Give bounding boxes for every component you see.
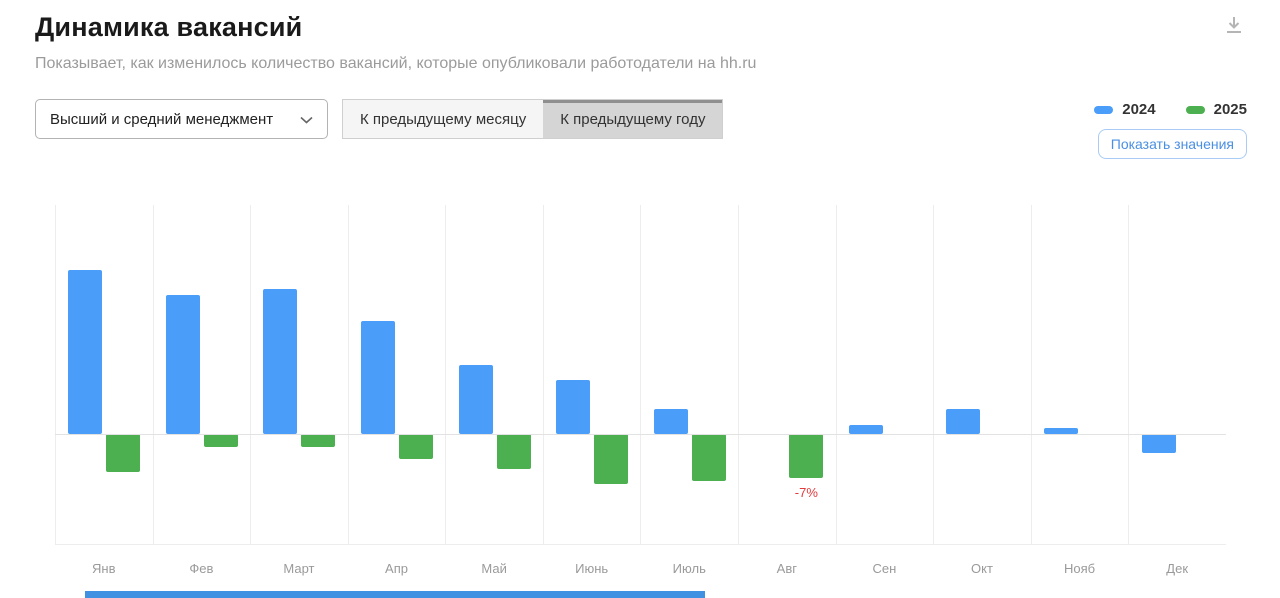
bar-2025-Май[interactable] [496, 434, 531, 469]
chart-column-Янв [55, 205, 153, 544]
chart-column-Окт [933, 205, 1031, 544]
download-button[interactable] [1221, 14, 1247, 40]
legend-label-2025: 2025 [1213, 101, 1247, 118]
bar-value-annotation: -7% [794, 485, 818, 501]
legend-item-2024[interactable]: 2024 [1094, 101, 1156, 118]
chart-column-Июль [640, 205, 738, 544]
tab-previous-year[interactable]: К предыдущему году [543, 100, 723, 138]
bar-2024-Фев[interactable] [165, 295, 200, 434]
month-label-Апр: Апр [385, 561, 408, 576]
bar-2024-Янв[interactable] [68, 270, 103, 434]
legend-swatch-2025 [1185, 105, 1205, 114]
legend: 2024 2025 [1094, 101, 1247, 118]
bar-2025-Янв[interactable] [106, 434, 141, 472]
month-label-Нояб: Нояб [1064, 561, 1096, 576]
bar-2025-Март[interactable] [301, 434, 336, 447]
chart-column-Авг: -7% [738, 205, 836, 544]
chart-column-Июнь [542, 205, 641, 544]
controls-row: Высший и средний менеджмент К предыдущем… [35, 99, 1247, 159]
bar-2024-Окт[interactable] [946, 408, 981, 434]
bar-2025-Апр[interactable] [399, 434, 434, 460]
chart-column-Сен [835, 205, 934, 544]
page-subtitle: Показывает, как изменилось количество ва… [35, 55, 757, 72]
category-select[interactable]: Высший и средний менеджмент [35, 99, 328, 139]
bar-2024-Нояб[interactable] [1044, 427, 1079, 434]
bar-2024-Дек[interactable] [1141, 434, 1176, 453]
month-label-Авг: Авг [776, 561, 797, 576]
download-icon [1223, 14, 1245, 41]
month-label-Март: Март [283, 561, 315, 576]
month-label-Янв: Янв [92, 561, 116, 576]
header: Динамика вакансий Показывает, как измени… [35, 12, 1247, 73]
month-label-Фев: Фев [189, 561, 214, 576]
legend-item-2025[interactable]: 2025 [1185, 101, 1247, 118]
bar-2025-Фев[interactable] [203, 434, 238, 447]
vacancy-dynamics-chart: -7% Янв Фев Март Апр Май Июнь Июль Авг Сен Окт Ноя… [55, 205, 1226, 576]
legend-label-2024: 2024 [1122, 101, 1156, 118]
chart-plot: -7% [55, 205, 1226, 545]
page-title: Динамика вакансий [35, 12, 303, 42]
comparison-mode-tabs: К предыдущему месяцу К предыдущему году [342, 99, 724, 139]
month-label-Май: Май [481, 561, 507, 576]
legend-swatch-2024 [1094, 105, 1114, 114]
show-values-button[interactable]: Показать значения [1097, 129, 1247, 159]
month-label-Окт: Окт [971, 561, 993, 576]
month-label-Сен: Сен [872, 561, 897, 576]
month-label-Дек: Дек [1166, 561, 1189, 576]
chart-column-Нояб [1030, 205, 1129, 544]
next-section-partial-bar [85, 591, 705, 598]
bar-2024-Июль[interactable] [653, 408, 688, 434]
chart-column-Март [250, 205, 348, 544]
month-label-Июль: Июль [672, 561, 706, 576]
chevron-down-icon [300, 111, 313, 128]
bar-2024-Апр[interactable] [361, 320, 396, 434]
vacancy-dynamics-widget: Динамика вакансий Показывает, как измени… [35, 12, 1247, 576]
bar-2024-Сен[interactable] [848, 424, 883, 434]
month-label-Июнь: Июнь [575, 561, 609, 576]
bar-2024-Март[interactable] [263, 289, 298, 434]
bar-2025-Июнь[interactable] [594, 434, 629, 485]
chart-column-Май [445, 205, 543, 544]
bar-2025-Авг[interactable] [789, 434, 824, 479]
chart-column-Фев [152, 205, 251, 544]
chart-column-Апр [347, 205, 446, 544]
bar-2024-Май[interactable] [458, 364, 493, 434]
controls-right: 2024 2025 Показать значения [1094, 99, 1247, 159]
chart-month-labels: Янв Фев Март Апр Май Июнь Июль Авг Сен Окт Нояб Дек [55, 561, 1226, 576]
chart-column-Дек [1128, 205, 1226, 544]
tab-previous-month[interactable]: К предыдущему месяцу [343, 100, 544, 138]
bar-2024-Июнь[interactable] [556, 380, 591, 434]
category-select-value: Высший и средний менеджмент [50, 110, 274, 128]
bar-2025-Июль[interactable] [691, 434, 726, 482]
controls-left: Высший и средний менеджмент К предыдущем… [35, 99, 724, 139]
